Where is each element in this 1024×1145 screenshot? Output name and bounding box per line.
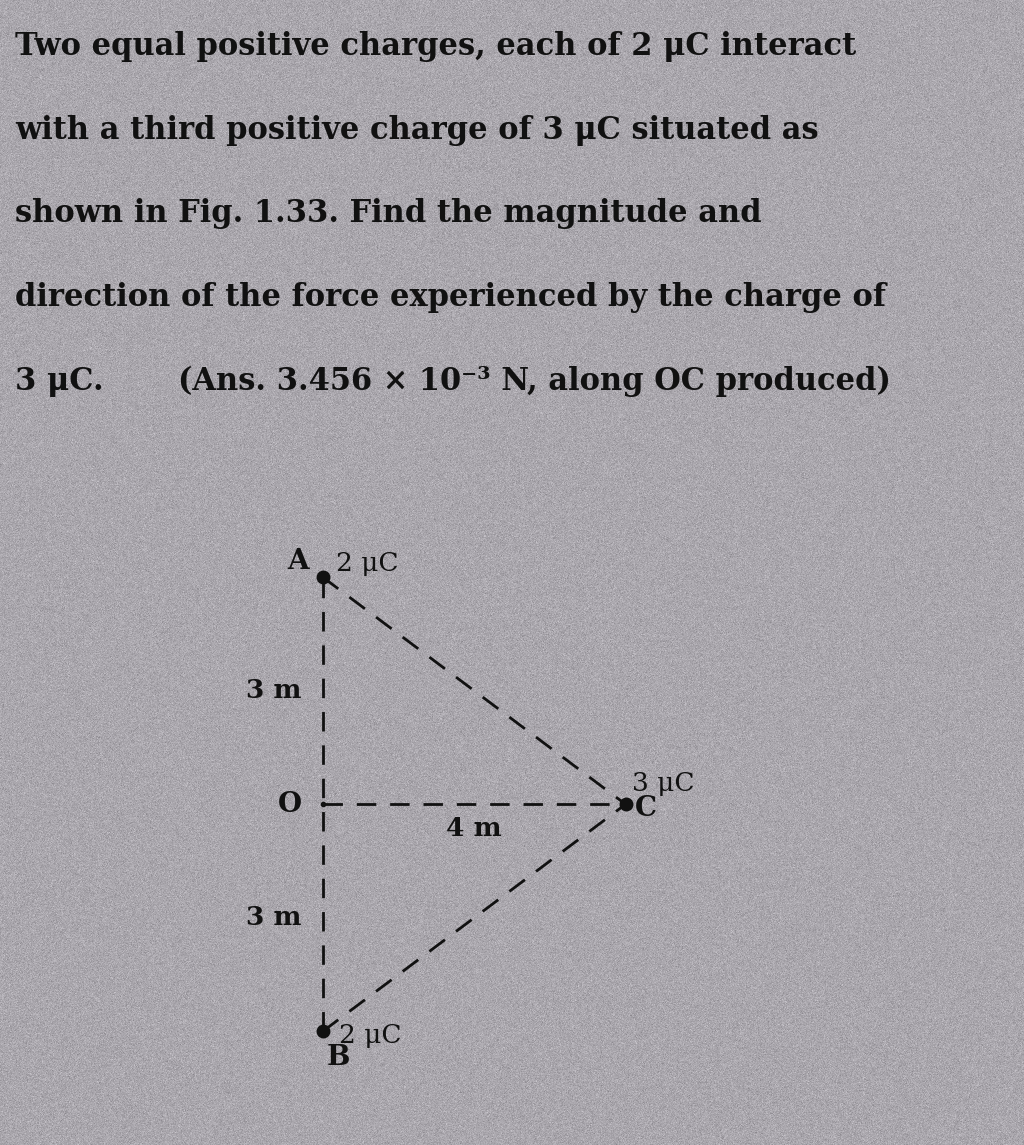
Text: 2 μC: 2 μC	[339, 1022, 401, 1048]
Text: with a third positive charge of 3 μC situated as: with a third positive charge of 3 μC sit…	[15, 114, 819, 145]
Text: 3 m: 3 m	[246, 678, 301, 703]
Text: Two equal positive charges, each of 2 μC interact: Two equal positive charges, each of 2 μC…	[15, 31, 857, 62]
Text: A: A	[288, 548, 309, 576]
Text: direction of the force experienced by the charge of: direction of the force experienced by th…	[15, 282, 887, 313]
Text: 2 μC: 2 μC	[336, 551, 398, 576]
Text: 3 m: 3 m	[246, 906, 301, 931]
Text: 4 m: 4 m	[446, 816, 502, 840]
Text: shown in Fig. 1.33. Find the magnitude and: shown in Fig. 1.33. Find the magnitude a…	[15, 198, 762, 229]
Text: O: O	[278, 791, 301, 818]
Text: 3 μC: 3 μC	[632, 771, 694, 796]
Text: 3 μC.       (Ans. 3.456 × 10⁻³ N, along OC produced): 3 μC. (Ans. 3.456 × 10⁻³ N, along OC pro…	[15, 366, 891, 397]
Text: B: B	[327, 1044, 350, 1072]
Text: C: C	[635, 795, 656, 822]
